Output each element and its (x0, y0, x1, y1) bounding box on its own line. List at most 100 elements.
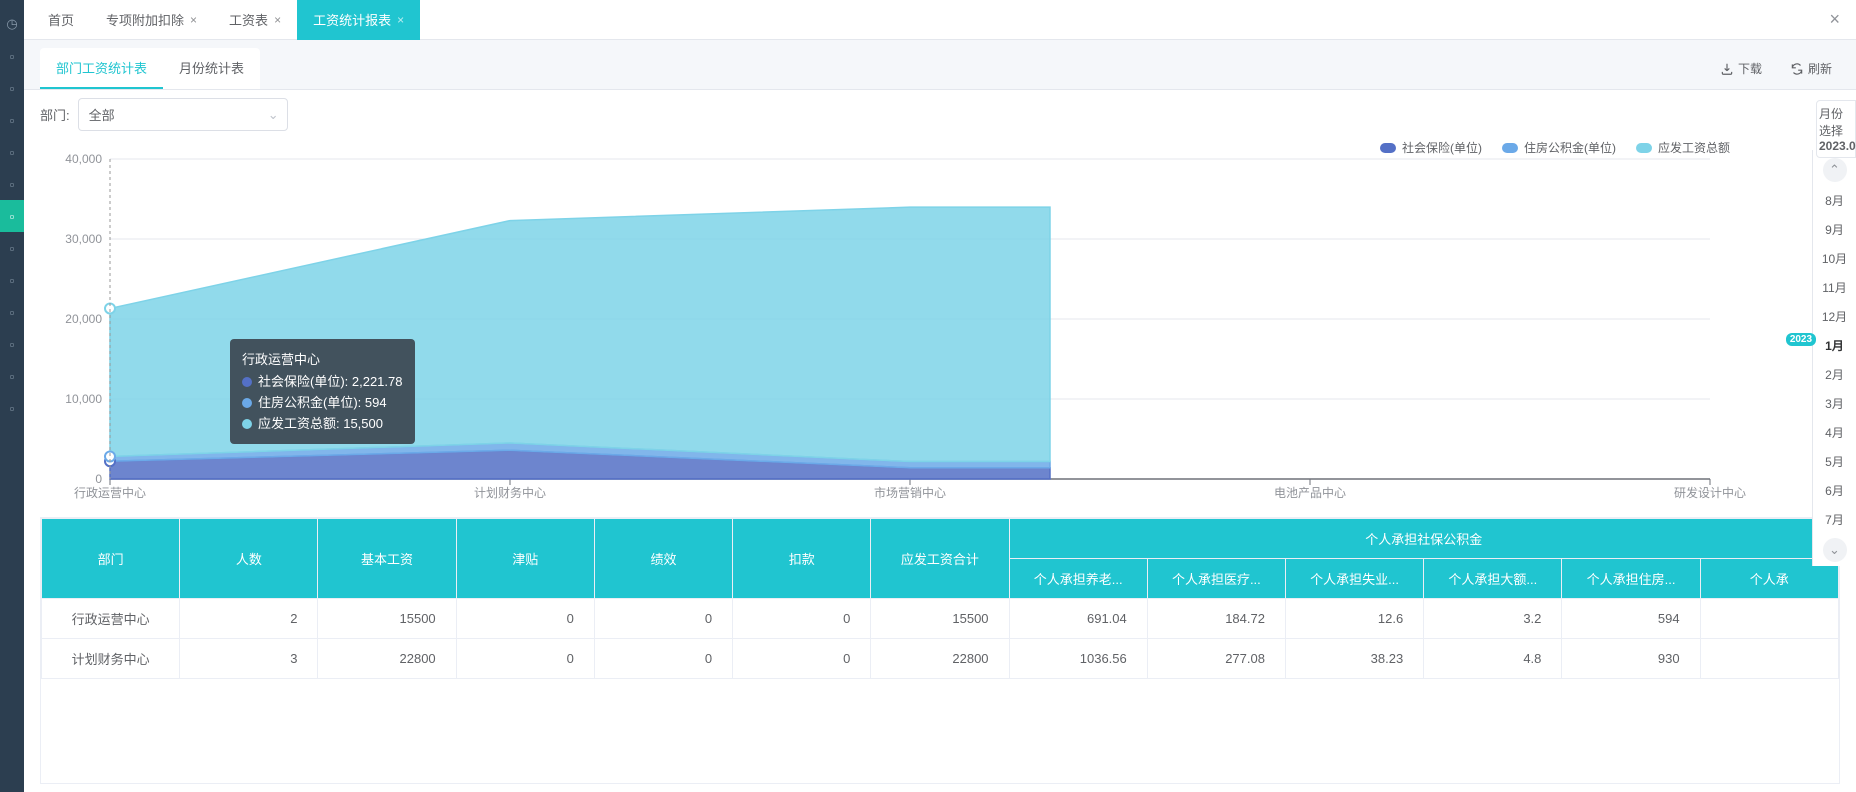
month-item[interactable]: 7月 (1818, 505, 1851, 534)
table-cell: 691.04 (1009, 599, 1147, 639)
sidebar-icon-5[interactable]: ▫ (0, 136, 24, 168)
table-cell: 1036.56 (1009, 639, 1147, 679)
chart-svg: 0 10,000 20,000 30,000 40,000 行政运营中心 计划财务中心 市场营… (40, 139, 1840, 509)
table-cell: 22800 (318, 639, 456, 679)
month-down-icon[interactable]: ⌄ (1823, 538, 1847, 562)
table-header: 绩效 (594, 519, 732, 599)
left-sidebar: ◷ ▫ ▫ ▫ ▫ ▫ ▫ ▫ ▫ ▫ ▫ ▫ ▫ (0, 0, 24, 792)
chevron-down-icon: ⌄ (268, 107, 279, 123)
sidebar-icon-12[interactable]: ▫ (0, 360, 24, 392)
sidebar-icon-6[interactable]: ▫ (0, 168, 24, 200)
table-header: 个人承担失业... (1285, 559, 1423, 599)
month-item[interactable]: 12月 (1818, 302, 1851, 331)
refresh-button[interactable]: 刷新 (1782, 56, 1840, 81)
svg-text:市场营销中心: 市场营销中心 (874, 485, 946, 500)
legend-item-b[interactable]: 住房公积金(单位) (1502, 139, 1616, 156)
close-icon[interactable]: × (397, 13, 404, 27)
svg-text:10,000: 10,000 (65, 392, 102, 406)
table-cell (1700, 639, 1838, 679)
sub-tabs-bar: 部门工资统计表 月份统计表 下载 刷新 (24, 40, 1856, 90)
month-item[interactable]: 1月2023 (1818, 331, 1851, 360)
close-icon[interactable]: × (190, 13, 197, 27)
download-icon (1720, 62, 1734, 76)
sidebar-icon-3[interactable]: ▫ (0, 72, 24, 104)
table-cell: 22800 (871, 639, 1009, 679)
refresh-icon (1790, 62, 1804, 76)
chart-legend: 社会保险(单位) 住房公积金(单位) 应发工资总额 (1380, 139, 1730, 156)
sidebar-icon-10[interactable]: ▫ (0, 296, 24, 328)
table-header: 部门 (42, 519, 180, 599)
svg-text:研发设计中心: 研发设计中心 (1674, 485, 1746, 500)
sidebar-icon-8[interactable]: ▫ (0, 232, 24, 264)
month-item[interactable]: 2月 (1818, 360, 1851, 389)
sidebar-icon-11[interactable]: ▫ (0, 328, 24, 360)
table-cell: 0 (594, 599, 732, 639)
month-item[interactable]: 9月 (1818, 215, 1851, 244)
sidebar-icon-9[interactable]: ▫ (0, 264, 24, 296)
svg-text:20,000: 20,000 (65, 312, 102, 326)
table-cell: 930 (1562, 639, 1700, 679)
svg-text:计划财务中心: 计划财务中心 (474, 485, 546, 500)
svg-text:0: 0 (95, 472, 102, 486)
table-cell: 0 (733, 599, 871, 639)
table-cell: 38.23 (1285, 639, 1423, 679)
data-table: 部门人数基本工资津贴绩效扣款应发工资合计个人承担社保公积金个人承担养老...个人… (40, 517, 1840, 784)
sidebar-icon-7[interactable]: ▫ (0, 200, 24, 232)
sidebar-icon-13[interactable]: ▫ (0, 392, 24, 424)
table-header-group: 个人承担社保公积金 (1009, 519, 1838, 559)
table-cell: 2 (180, 599, 318, 639)
table-cell: 0 (456, 599, 594, 639)
month-item[interactable]: 5月 (1818, 447, 1851, 476)
tab-salary[interactable]: 工资表× (213, 0, 297, 40)
subtab-month[interactable]: 月份统计表 (163, 48, 260, 89)
month-header[interactable]: 月份选择 2023.0 (1816, 100, 1856, 158)
table-cell: 594 (1562, 599, 1700, 639)
tab-special-deduct[interactable]: 专项附加扣除× (90, 0, 213, 40)
month-item[interactable]: 4月 (1818, 418, 1851, 447)
dept-filter-label: 部门: (40, 105, 70, 124)
table-header: 个人承担养老... (1009, 559, 1147, 599)
month-item[interactable]: 8月 (1818, 186, 1851, 215)
month-up-icon[interactable]: ⌃ (1823, 158, 1847, 182)
table-header: 应发工资合计 (871, 519, 1009, 599)
svg-text:30,000: 30,000 (65, 232, 102, 246)
legend-item-c[interactable]: 应发工资总额 (1636, 139, 1730, 156)
table-cell: 12.6 (1285, 599, 1423, 639)
month-item[interactable]: 6月 (1818, 476, 1851, 505)
month-item[interactable]: 3月 (1818, 389, 1851, 418)
tab-salary-report[interactable]: 工资统计报表× (297, 0, 420, 40)
table-cell: 15500 (871, 599, 1009, 639)
page-tabs: 首页 专项附加扣除× 工资表× 工资统计报表× × (24, 0, 1856, 40)
salary-chart: 社会保险(单位) 住房公积金(单位) 应发工资总额 0 10,000 20,000 3… (40, 139, 1840, 509)
table-cell: 184.72 (1147, 599, 1285, 639)
table-cell: 277.08 (1147, 639, 1285, 679)
subtab-dept[interactable]: 部门工资统计表 (40, 48, 163, 89)
table-cell: 3 (180, 639, 318, 679)
download-button[interactable]: 下载 (1712, 56, 1770, 81)
sidebar-icon-1[interactable]: ◷ (0, 8, 24, 40)
month-item[interactable]: 11月 (1818, 273, 1851, 302)
table-cell: 计划财务中心 (42, 639, 180, 679)
table-header: 个人承担医疗... (1147, 559, 1285, 599)
table-header: 津贴 (456, 519, 594, 599)
table-row: 行政运营中心21550000015500691.04184.7212.63.25… (42, 599, 1839, 639)
table-cell (1700, 599, 1838, 639)
svg-text:40,000: 40,000 (65, 152, 102, 166)
sidebar-icon-4[interactable]: ▫ (0, 104, 24, 136)
month-panel: ⌃ 8月9月10月11月12月1月20232月3月4月5月6月7月 ⌄ (1812, 150, 1856, 566)
tab-home[interactable]: 首页 (32, 0, 90, 40)
table-cell: 0 (456, 639, 594, 679)
table-cell: 4.8 (1424, 639, 1562, 679)
sidebar-icon-2[interactable]: ▫ (0, 40, 24, 72)
close-all-icon[interactable]: × (1821, 5, 1848, 34)
table-header: 基本工资 (318, 519, 456, 599)
dept-select[interactable]: 全部 ⌄ (78, 98, 288, 131)
close-icon[interactable]: × (274, 13, 281, 27)
table-cell: 0 (733, 639, 871, 679)
month-item[interactable]: 10月 (1818, 244, 1851, 273)
table-cell: 15500 (318, 599, 456, 639)
legend-item-a[interactable]: 社会保险(单位) (1380, 139, 1482, 156)
table-row: 计划财务中心322800000228001036.56277.0838.234.… (42, 639, 1839, 679)
svg-text:行政运营中心: 行政运营中心 (74, 485, 146, 500)
table-cell: 3.2 (1424, 599, 1562, 639)
